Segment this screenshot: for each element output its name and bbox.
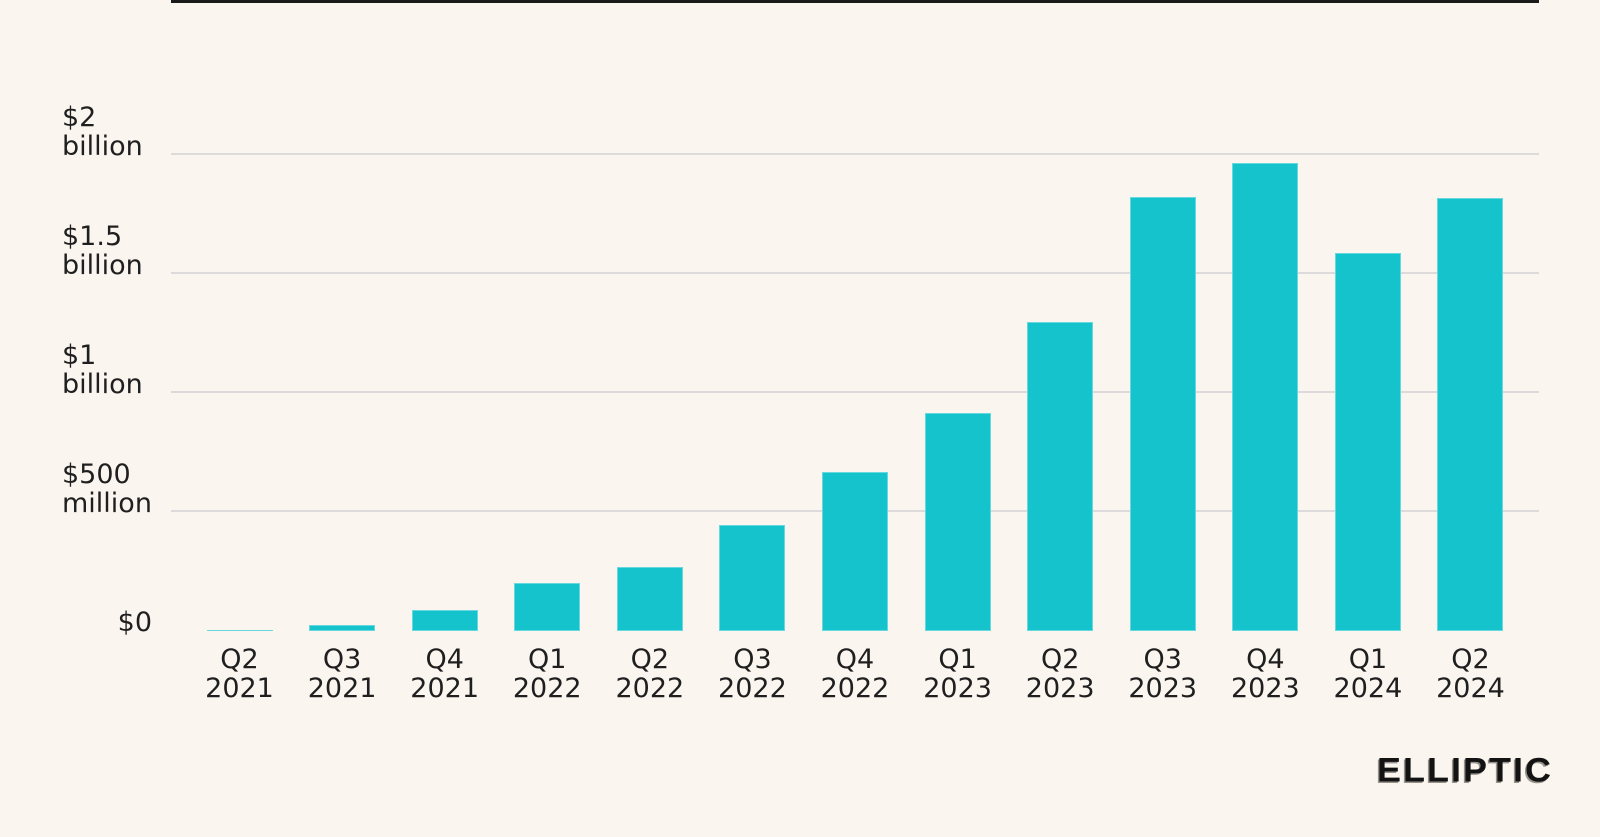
bar-q2-2023: [1027, 321, 1094, 631]
x-axis-tick-label: Q4 2022: [820, 644, 890, 704]
x-axis-tick-label: Q2 2023: [1025, 644, 1095, 704]
x-axis-line: [171, 0, 1539, 3]
x-axis-tick-label: Q1 2023: [923, 644, 992, 704]
y-axis-tick-label: $2 billion: [62, 102, 143, 162]
y-axis-tick-label: $1.5 billion: [62, 221, 143, 281]
bar-q4-2021: [411, 609, 478, 631]
bar-q1-2022: [514, 583, 581, 631]
x-axis-tick-label: Q1 2024: [1333, 644, 1403, 704]
x-axis-tick-label: Q3 2022: [718, 644, 787, 704]
bar-q4-2022: [821, 471, 888, 631]
bar-q1-2023: [924, 413, 991, 631]
x-axis-tick-label: Q2 2024: [1436, 644, 1505, 704]
bar-q2-2021: [206, 629, 273, 631]
x-axis-tick-label: Q3 2023: [1128, 644, 1198, 704]
x-axis-tick-label: Q1 2022: [512, 644, 582, 704]
bar-q1-2024: [1334, 252, 1401, 631]
bar-q3-2021: [309, 625, 376, 631]
gridline: [171, 391, 1539, 393]
bar-q2-2024: [1437, 197, 1504, 631]
x-axis-tick-label: Q2 2022: [615, 644, 685, 704]
x-axis-tick-label: Q2 2021: [205, 644, 274, 704]
x-axis-tick-label: Q4 2021: [410, 644, 480, 704]
elliptic-logo: ELLIPTIC: [1377, 749, 1553, 790]
bar-q4-2023: [1232, 163, 1299, 631]
gridline: [171, 153, 1539, 155]
y-axis-tick-label: $1 billion: [62, 340, 143, 400]
bar-q3-2022: [719, 525, 786, 631]
x-axis-tick-label: Q4 2023: [1230, 644, 1300, 704]
y-axis-tick-label: $500 million: [62, 459, 152, 519]
gridline: [171, 272, 1539, 274]
x-axis-tick-label: Q3 2021: [307, 644, 377, 704]
bar-q2-2022: [616, 566, 683, 631]
y-axis-tick-label: $0: [117, 607, 152, 638]
bar-q3-2023: [1129, 196, 1196, 631]
